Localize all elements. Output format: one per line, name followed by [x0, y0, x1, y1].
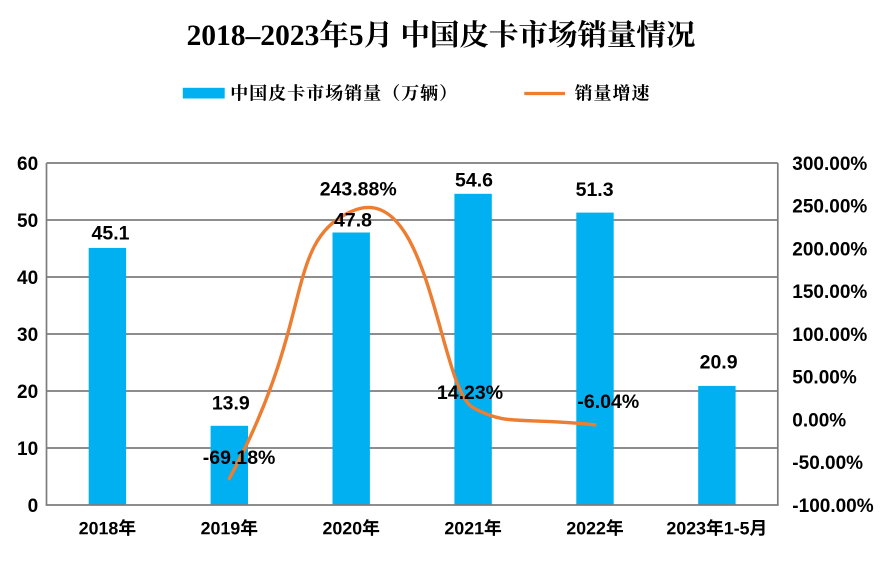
svg-text:0: 0 — [28, 496, 39, 517]
svg-text:54.6: 54.6 — [455, 170, 493, 192]
svg-text:40: 40 — [17, 268, 38, 289]
svg-text:250.00%: 250.00% — [792, 197, 867, 218]
svg-text:13.9: 13.9 — [212, 393, 250, 415]
svg-text:243.88%: 243.88% — [320, 178, 397, 200]
svg-text:60: 60 — [17, 154, 38, 175]
svg-text:47.8: 47.8 — [334, 209, 372, 231]
svg-text:14.23%: 14.23% — [437, 382, 503, 404]
svg-text:20: 20 — [17, 382, 38, 403]
svg-text:50.00%: 50.00% — [792, 368, 857, 389]
svg-text:-69.18%: -69.18% — [203, 447, 276, 469]
svg-text:20.9: 20.9 — [700, 352, 738, 374]
svg-text:300.00%: 300.00% — [792, 154, 867, 175]
svg-text:100.00%: 100.00% — [792, 325, 867, 346]
svg-text:50: 50 — [17, 211, 38, 232]
svg-text:30: 30 — [17, 325, 38, 346]
svg-text:10: 10 — [17, 439, 38, 460]
svg-text:-100.00%: -100.00% — [792, 496, 873, 517]
svg-text:-6.04%: -6.04% — [577, 391, 639, 413]
svg-text:0.00%: 0.00% — [792, 410, 846, 431]
svg-text:-50.00%: -50.00% — [792, 453, 863, 474]
svg-text:51.3: 51.3 — [576, 179, 614, 201]
svg-text:45.1: 45.1 — [92, 223, 130, 245]
svg-text:200.00%: 200.00% — [792, 239, 867, 260]
svg-text:150.00%: 150.00% — [792, 282, 867, 303]
